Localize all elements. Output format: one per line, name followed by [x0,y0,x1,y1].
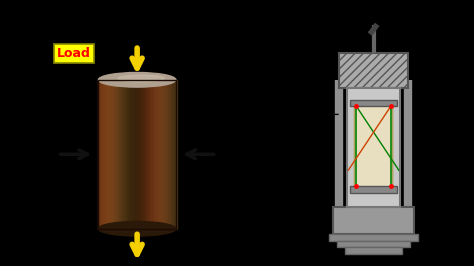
Bar [100,80,102,229]
Text: $q_u = \sigma_1 = \dfrac{Load}{A}$: $q_u = \sigma_1 = \dfrac{Load}{A}$ [225,63,335,96]
Bar [345,247,402,254]
Bar [158,80,160,229]
Bar [129,80,131,229]
Text: $1 - \varepsilon$: $1 - \varepsilon$ [293,133,331,149]
Bar [168,80,170,229]
Bar [103,80,106,229]
Text: Unconfined compression test: Unconfined compression test [89,13,385,31]
Bar [171,80,173,229]
Bar [124,80,127,229]
Bar [149,80,151,229]
Bar [117,80,118,229]
Bar [328,234,419,241]
Bar [136,80,138,229]
Bar [156,80,159,229]
Bar [160,80,163,229]
Bar [131,80,133,229]
Bar [339,53,408,88]
Bar [110,80,112,229]
Bar [111,80,113,229]
Bar [159,80,161,229]
Bar [128,80,130,229]
Bar [151,80,154,229]
Bar [154,80,156,229]
Bar [101,80,103,229]
Bar [135,80,137,229]
Bar [108,80,109,229]
Bar [132,80,134,229]
Bar [99,80,100,229]
Bar [169,80,172,229]
Bar [126,80,128,229]
Bar [164,80,166,229]
Bar [138,80,140,229]
Bar [174,80,177,229]
Bar [105,80,107,229]
Bar [167,80,169,229]
Bar [99,80,176,229]
Bar [102,80,104,229]
Bar [155,80,157,229]
Bar [115,80,117,229]
Bar [141,80,143,229]
Ellipse shape [118,75,164,82]
Bar [333,207,414,234]
Bar [140,80,142,229]
Bar [173,80,175,229]
Bar [147,80,150,229]
Bar [114,80,116,229]
Bar [119,80,121,229]
Bar [153,80,155,229]
Bar [339,53,408,88]
Ellipse shape [99,221,176,236]
Bar [162,80,164,229]
Bar [146,80,148,229]
Bar [106,80,108,229]
Bar [145,80,147,229]
Bar [133,80,136,229]
Ellipse shape [99,73,176,87]
Text: $\sigma_3 = \mathbf{0}$: $\sigma_3 = \mathbf{0}$ [229,146,272,163]
FancyBboxPatch shape [355,105,393,188]
Bar [137,80,139,229]
Bar [122,80,124,229]
Bar [142,80,145,229]
Bar [172,80,174,229]
Bar [118,80,120,229]
Bar [165,80,168,229]
Bar [123,80,125,229]
Bar [163,80,165,229]
Bar [350,186,397,193]
Bar [120,80,122,229]
Bar [347,88,400,207]
Bar [144,80,146,229]
Bar [127,80,129,229]
Bar [350,100,397,106]
Text: Load: Load [57,47,91,60]
Bar [150,80,152,229]
Bar [113,80,115,229]
Bar [337,241,410,247]
Bar [109,80,111,229]
